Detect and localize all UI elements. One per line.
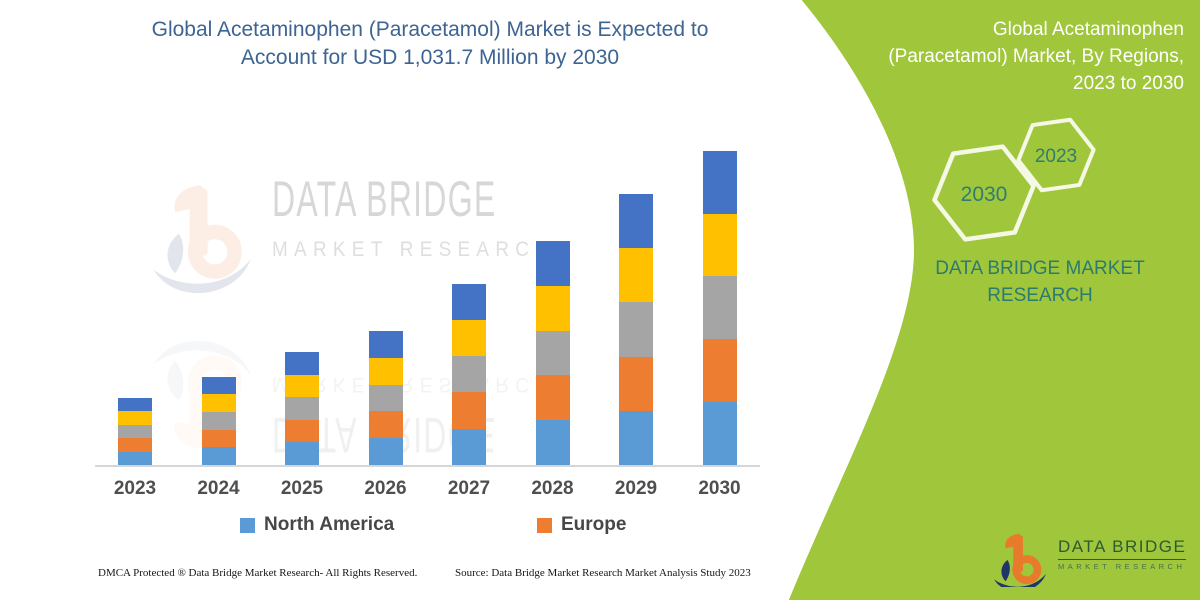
bar-2028-segment--unlabeled-gray- xyxy=(535,330,570,376)
bar-2028 xyxy=(535,241,570,465)
bar-2030 xyxy=(702,150,737,465)
hexagon-2030-label: 2030 xyxy=(961,183,1008,206)
brand-caption: DATA BRIDGE MARKET RESEARCH xyxy=(915,255,1165,309)
x-tick-2028: 2028 xyxy=(531,478,574,499)
bar-2029-segment--unlabeled-yellow- xyxy=(619,248,653,303)
bar-2027-segment-europe xyxy=(452,392,486,429)
brand-caption-line2: RESEARCH xyxy=(987,285,1093,306)
bar-2028-segment--unlabeled-yellow- xyxy=(535,285,570,331)
side-panel-heading-line3: 2023 to 2030 xyxy=(1073,73,1184,94)
bar-2024-segment-europe xyxy=(201,429,236,448)
bar-2030-segment-north-america xyxy=(702,402,737,465)
bar-2025-segment--unlabeled-yellow- xyxy=(285,374,319,398)
bar-2030-segment--unlabeled-gray- xyxy=(702,276,737,340)
x-tick-2025: 2025 xyxy=(280,478,324,499)
bar-2024-segment--unlabeled-dark-blue- xyxy=(201,376,236,395)
bar-2029-segment--unlabeled-gray- xyxy=(619,302,653,357)
x-tick-2027: 2027 xyxy=(447,478,491,499)
bar-2029-segment-europe xyxy=(619,356,653,411)
x-tick-2023: 2023 xyxy=(113,478,157,499)
bar-2023 xyxy=(118,397,152,465)
dbmr-logo-line1: DATA BRIDGE xyxy=(1058,537,1187,560)
bar-2026-segment--unlabeled-gray- xyxy=(368,384,403,412)
bar-2025 xyxy=(285,352,319,465)
bar-2030-segment-europe xyxy=(702,339,737,403)
bar-2028-segment--unlabeled-dark-blue- xyxy=(535,241,570,286)
chart-title: Global Acetaminophen (Paracetamol) Marke… xyxy=(95,16,765,72)
bar-2025-segment-north-america xyxy=(285,442,319,465)
x-axis-labels: 2023 2024 2025 2026 2027 2028 2029 2030 xyxy=(95,478,760,504)
hexagon-2023-label: 2023 xyxy=(1035,146,1077,167)
bar-2023-segment-north-america xyxy=(118,451,152,465)
legend-item-europe: Europe xyxy=(537,514,626,536)
dbmr-logo: DATA BRIDGE MARKET RESEARCH xyxy=(992,531,1187,587)
bar-2025-segment--unlabeled-gray- xyxy=(285,397,319,420)
legend-item-north-america: North America xyxy=(240,514,394,536)
bar-2023-segment-europe xyxy=(118,438,152,452)
bar-2025-segment--unlabeled-dark-blue- xyxy=(285,352,319,375)
bar-2024-segment--unlabeled-gray- xyxy=(201,411,236,430)
bar-2024-segment-north-america xyxy=(201,447,236,465)
footer-source-text: Source: Data Bridge Market Research Mark… xyxy=(455,567,751,579)
bar-2029 xyxy=(619,193,653,465)
bar-2028-segment-europe xyxy=(535,375,570,421)
x-tick-2030: 2030 xyxy=(698,478,741,499)
bar-2029-segment--unlabeled-dark-blue- xyxy=(619,193,653,249)
bar-2024-segment--unlabeled-yellow- xyxy=(201,394,236,412)
bar-2024 xyxy=(201,376,236,465)
green-panel-shape xyxy=(788,0,1200,600)
bar-2030-segment--unlabeled-yellow- xyxy=(702,213,737,277)
bar-2027-segment-north-america xyxy=(452,428,486,465)
bar-2026-segment--unlabeled-yellow- xyxy=(368,357,403,385)
chart-title-line1: Global Acetaminophen (Paracetamol) Marke… xyxy=(151,18,709,41)
x-tick-2026: 2026 xyxy=(364,478,407,499)
x-tick-2024: 2024 xyxy=(197,478,240,499)
bar-2028-segment-north-america xyxy=(535,420,570,465)
dbmr-logo-icon xyxy=(993,533,1047,587)
side-panel-heading-line2: (Paracetamol) Market, By Regions, xyxy=(888,46,1184,67)
legend-label: Europe xyxy=(561,514,627,535)
bar-2030-segment--unlabeled-dark-blue- xyxy=(702,150,737,214)
bar-2029-segment-north-america xyxy=(619,410,653,465)
bar-2027-segment--unlabeled-gray- xyxy=(452,356,486,393)
x-tick-2029: 2029 xyxy=(614,478,658,499)
legend-label: North America xyxy=(264,514,395,535)
chart-title-line2: Account for USD 1,031.7 Million by 2030 xyxy=(240,46,620,69)
bar-2027-segment--unlabeled-yellow- xyxy=(452,319,486,357)
bar-2025-segment-europe xyxy=(285,419,319,443)
dbmr-logo-line2: MARKET RESEARCH xyxy=(1058,562,1186,571)
bar-2023-segment--unlabeled-dark-blue- xyxy=(118,397,152,412)
plot-area xyxy=(95,145,760,467)
bar-2026-segment-europe xyxy=(368,411,403,439)
legend-swatch-north-america xyxy=(240,517,255,533)
bar-2026-segment--unlabeled-dark-blue- xyxy=(368,330,403,358)
bar-2023-segment--unlabeled-yellow- xyxy=(118,411,152,425)
side-panel-heading-line1: Global Acetaminophen xyxy=(992,19,1184,40)
year-hexagons: 2030 2023 xyxy=(932,117,1096,242)
dbmr-logo-text: DATA BRIDGE MARKET RESEARCH xyxy=(1058,531,1187,571)
bar-2027-segment--unlabeled-dark-blue- xyxy=(452,283,486,320)
bar-2026-segment-north-america xyxy=(368,438,403,465)
brand-caption-line1: DATA BRIDGE MARKET xyxy=(935,258,1145,279)
bar-2027 xyxy=(452,283,486,465)
footer-dmca-text: DMCA Protected ® Data Bridge Market Rese… xyxy=(98,567,418,579)
side-panel-heading: Global Acetaminophen (Paracetamol) Marke… xyxy=(844,16,1184,97)
bar-2023-segment--unlabeled-gray- xyxy=(118,424,152,439)
hexagon-2023 xyxy=(1016,117,1096,193)
bar-2026 xyxy=(368,330,403,465)
hexagon-2030 xyxy=(932,144,1036,242)
legend-swatch-europe xyxy=(537,517,552,533)
